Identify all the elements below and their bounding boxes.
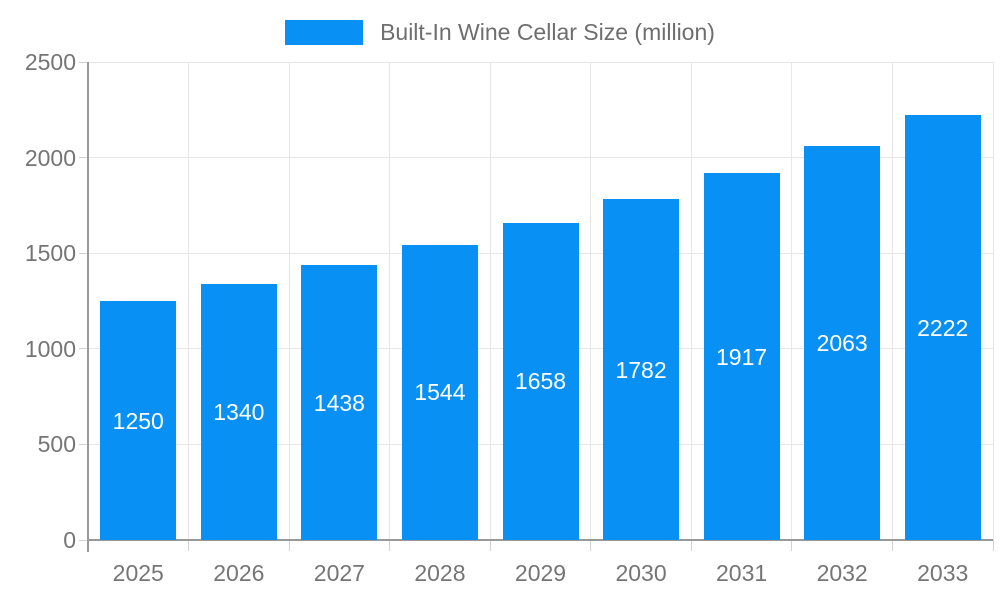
v-gridline <box>288 62 290 540</box>
v-gridline <box>690 62 692 540</box>
x-tick-label: 2025 <box>112 560 164 586</box>
legend-label: Built-In Wine Cellar Size (million) <box>380 18 715 45</box>
y-axis-tick <box>79 348 88 350</box>
y-axis-tick <box>79 252 88 254</box>
v-gridline <box>489 62 491 540</box>
bar-value-label: 1917 <box>716 343 768 370</box>
v-gridline <box>891 62 893 540</box>
bar-value-label: 1544 <box>414 379 466 406</box>
bar[interactable] <box>401 244 478 540</box>
bar[interactable] <box>502 222 579 540</box>
y-tick-label: 2500 <box>24 49 76 75</box>
y-tick-label: 1500 <box>24 240 76 267</box>
bar-value-label: 1438 <box>313 389 365 416</box>
x-axis-tick <box>489 540 491 551</box>
y-tick-label: 2000 <box>24 144 76 171</box>
y-axis-tick <box>79 61 88 63</box>
h-gridline <box>88 61 993 63</box>
h-gridline <box>88 157 993 159</box>
v-gridline <box>590 62 592 540</box>
bar[interactable] <box>603 199 680 540</box>
x-tick-label: 2030 <box>615 560 667 586</box>
x-tick-label: 2031 <box>716 560 768 586</box>
bar-value-label: 2063 <box>816 329 868 356</box>
v-gridline <box>791 62 793 540</box>
bar[interactable] <box>200 283 277 540</box>
bar-value-label: 1250 <box>112 407 164 434</box>
bar[interactable] <box>904 115 981 540</box>
y-axis-tick <box>79 443 88 445</box>
bar-value-label: 1340 <box>213 398 265 425</box>
x-tick-label: 2029 <box>514 560 567 586</box>
x-axis-tick <box>992 540 994 551</box>
v-gridline <box>389 62 391 540</box>
y-axis-tick <box>79 539 88 541</box>
x-axis-line <box>87 539 993 541</box>
y-tick-label: 500 <box>37 431 76 458</box>
x-axis-tick <box>389 540 391 551</box>
x-tick-label: 2032 <box>816 560 868 586</box>
bar-value-label: 1658 <box>514 368 567 395</box>
legend[interactable]: Built-In Wine Cellar Size (million) <box>0 18 1000 46</box>
v-gridline <box>188 62 190 540</box>
bar[interactable] <box>301 265 378 540</box>
legend-swatch <box>285 19 364 45</box>
y-axis-line <box>87 62 89 552</box>
y-axis-tick <box>79 157 88 159</box>
bar-value-label: 1782 <box>615 356 667 383</box>
x-tick-label: 2027 <box>313 560 365 586</box>
bar-value-label: 2222 <box>917 314 969 341</box>
y-tick-label: 0 <box>63 527 76 553</box>
x-axis-tick <box>690 540 692 551</box>
bar[interactable] <box>804 145 881 540</box>
x-tick-label: 2033 <box>917 560 969 586</box>
x-tick-label: 2028 <box>414 560 466 586</box>
y-tick-label: 1000 <box>24 335 76 362</box>
x-axis-tick <box>891 540 893 551</box>
x-axis-tick <box>590 540 592 551</box>
bar[interactable] <box>703 173 780 540</box>
x-axis-tick <box>288 540 290 551</box>
x-axis-tick <box>188 540 190 551</box>
x-tick-label: 2026 <box>213 560 265 586</box>
bar[interactable] <box>100 301 177 540</box>
v-gridline <box>992 62 994 540</box>
x-axis-tick <box>791 540 793 551</box>
